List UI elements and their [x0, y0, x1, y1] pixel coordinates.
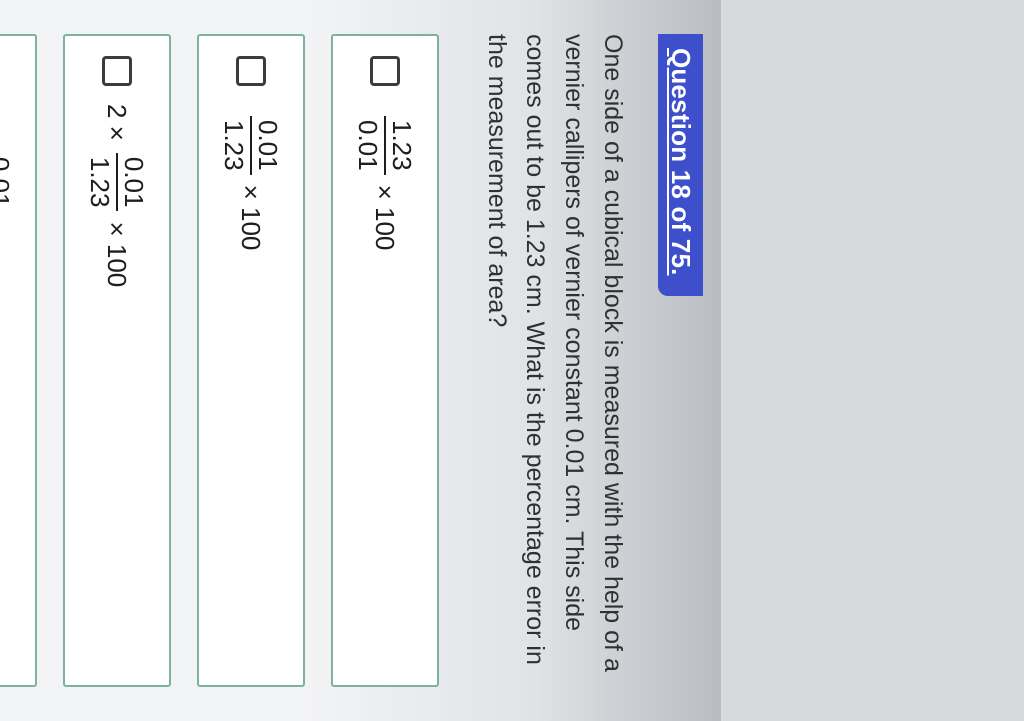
option-d-label: 3 × 0.01 1.23 × 100 [0, 104, 13, 287]
fraction: 0.01 1.23 [87, 153, 147, 212]
fraction: 1.23 0.01 [355, 116, 415, 175]
fraction-numerator: 0.01 [0, 153, 13, 212]
fraction-numerator: 0.01 [252, 116, 281, 175]
option-b-tail: × 100 [236, 185, 267, 251]
checkbox-icon[interactable] [102, 56, 132, 86]
option-c-label: 2 × 0.01 1.23 × 100 [87, 104, 147, 287]
option-c-lead: 2 × [102, 104, 133, 141]
fraction-denominator: 0.01 [355, 116, 386, 175]
options-list: 1.23 0.01 × 100 0.01 1.23 × 100 [0, 34, 439, 687]
fraction-denominator: 1.23 [221, 116, 252, 175]
option-a[interactable]: 1.23 0.01 × 100 [331, 34, 439, 687]
option-b[interactable]: 0.01 1.23 × 100 [197, 34, 305, 687]
question-stem: One side of a cubical block is measured … [477, 34, 632, 687]
fraction-denominator: 1.23 [87, 153, 118, 212]
option-b-label: 0.01 1.23 × 100 [221, 104, 281, 250]
fraction: 0.01 1.23 [0, 153, 13, 212]
option-d[interactable]: 3 × 0.01 1.23 × 100 [0, 34, 37, 687]
option-a-label: 1.23 0.01 × 100 [355, 104, 415, 250]
question-counter: Question 18 of 75. [658, 34, 703, 296]
option-c-tail: × 100 [102, 221, 133, 287]
option-a-tail: × 100 [370, 185, 401, 251]
fraction-numerator: 1.23 [386, 116, 415, 175]
checkbox-icon[interactable] [236, 56, 266, 86]
fraction: 0.01 1.23 [221, 116, 281, 175]
checkbox-icon[interactable] [370, 56, 400, 86]
question-page: Question 18 of 75. One side of a cubical… [0, 0, 721, 721]
fraction-numerator: 0.01 [118, 153, 147, 212]
option-c[interactable]: 2 × 0.01 1.23 × 100 [63, 34, 171, 687]
